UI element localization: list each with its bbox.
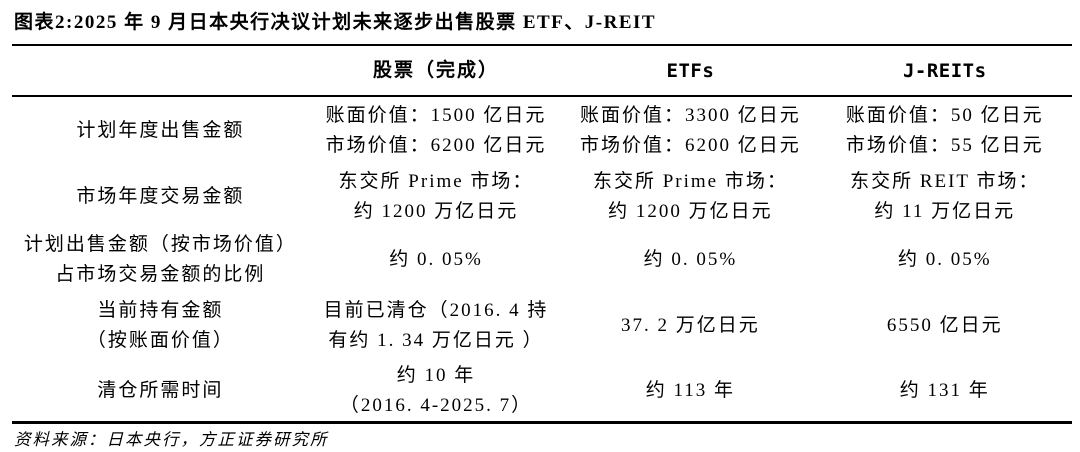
column-header-empty bbox=[12, 46, 309, 97]
cell-market-trading-jreit: 东交所 REIT 市场： 约 11 万亿日元 bbox=[850, 170, 1040, 222]
column-header-etfs: ETFs bbox=[563, 46, 818, 97]
cell-liquidation-time-jreit: 约 131 年 bbox=[899, 379, 990, 401]
cell-market-trading-etf: 东交所 Prime 市场： 约 1200 万亿日元 bbox=[592, 170, 788, 222]
cell-current-holdings-stock: 目前已清仓（2016. 4 持 有约 1. 34 万亿日元 ） bbox=[323, 300, 549, 351]
row-label-market-trading: 市场年度交易金额 bbox=[76, 185, 245, 207]
title-rule-divider bbox=[12, 44, 1072, 46]
boj-sales-plan-table: 股票（完成） ETFs J-REITs 计划年度出售金额 账面价值：1500 亿… bbox=[12, 46, 1072, 424]
cell-current-holdings-etf: 37. 2 万亿日元 bbox=[621, 315, 760, 336]
figure-title: 图表2:2025 年 9 月日本央行决议计划未来逐步出售股票 ETF、J-REI… bbox=[14, 12, 657, 33]
cell-sale-ratio-jreit: 约 0. 05% bbox=[897, 249, 992, 270]
cell-liquidation-time-stock: 约 10 年 （2016. 4-2025. 7） bbox=[339, 364, 533, 416]
cell-liquidation-time-etf: 约 113 年 bbox=[645, 379, 736, 401]
cell-annual-sale-jreit: 账面价值：50 亿日元 市场价值：55 亿日元 bbox=[845, 105, 1044, 156]
cell-current-holdings-jreit: 6550 亿日元 bbox=[886, 315, 1003, 336]
column-header-stock: 股票（完成） bbox=[308, 46, 564, 97]
row-label-current-holdings: 当前持有金额 （按账面价值） bbox=[86, 300, 234, 351]
cell-annual-sale-stock: 账面价值：1500 亿日元 市场价值：6200 亿日元 bbox=[325, 105, 547, 156]
cell-sale-ratio-stock: 约 0. 05% bbox=[389, 249, 483, 270]
column-header-jreits: J-REITs bbox=[817, 46, 1072, 97]
row-label-liquidation-time: 清仓所需时间 bbox=[97, 379, 224, 401]
cell-annual-sale-etf: 账面价值：3300 亿日元 市场价值：6200 亿日元 bbox=[580, 105, 801, 156]
row-label-sale-ratio: 计划出售金额（按市场价值） 占市场交易金额的比例 bbox=[23, 234, 297, 285]
data-source-note: 资料来源：日本央行，方正证券研究所 bbox=[14, 430, 329, 449]
row-label-annual-sale: 计划年度出售金额 bbox=[76, 120, 245, 141]
cell-sale-ratio-etf: 约 0. 05% bbox=[643, 249, 738, 270]
cell-market-trading-stock: 东交所 Prime 市场： 约 1200 万亿日元 bbox=[338, 170, 534, 222]
